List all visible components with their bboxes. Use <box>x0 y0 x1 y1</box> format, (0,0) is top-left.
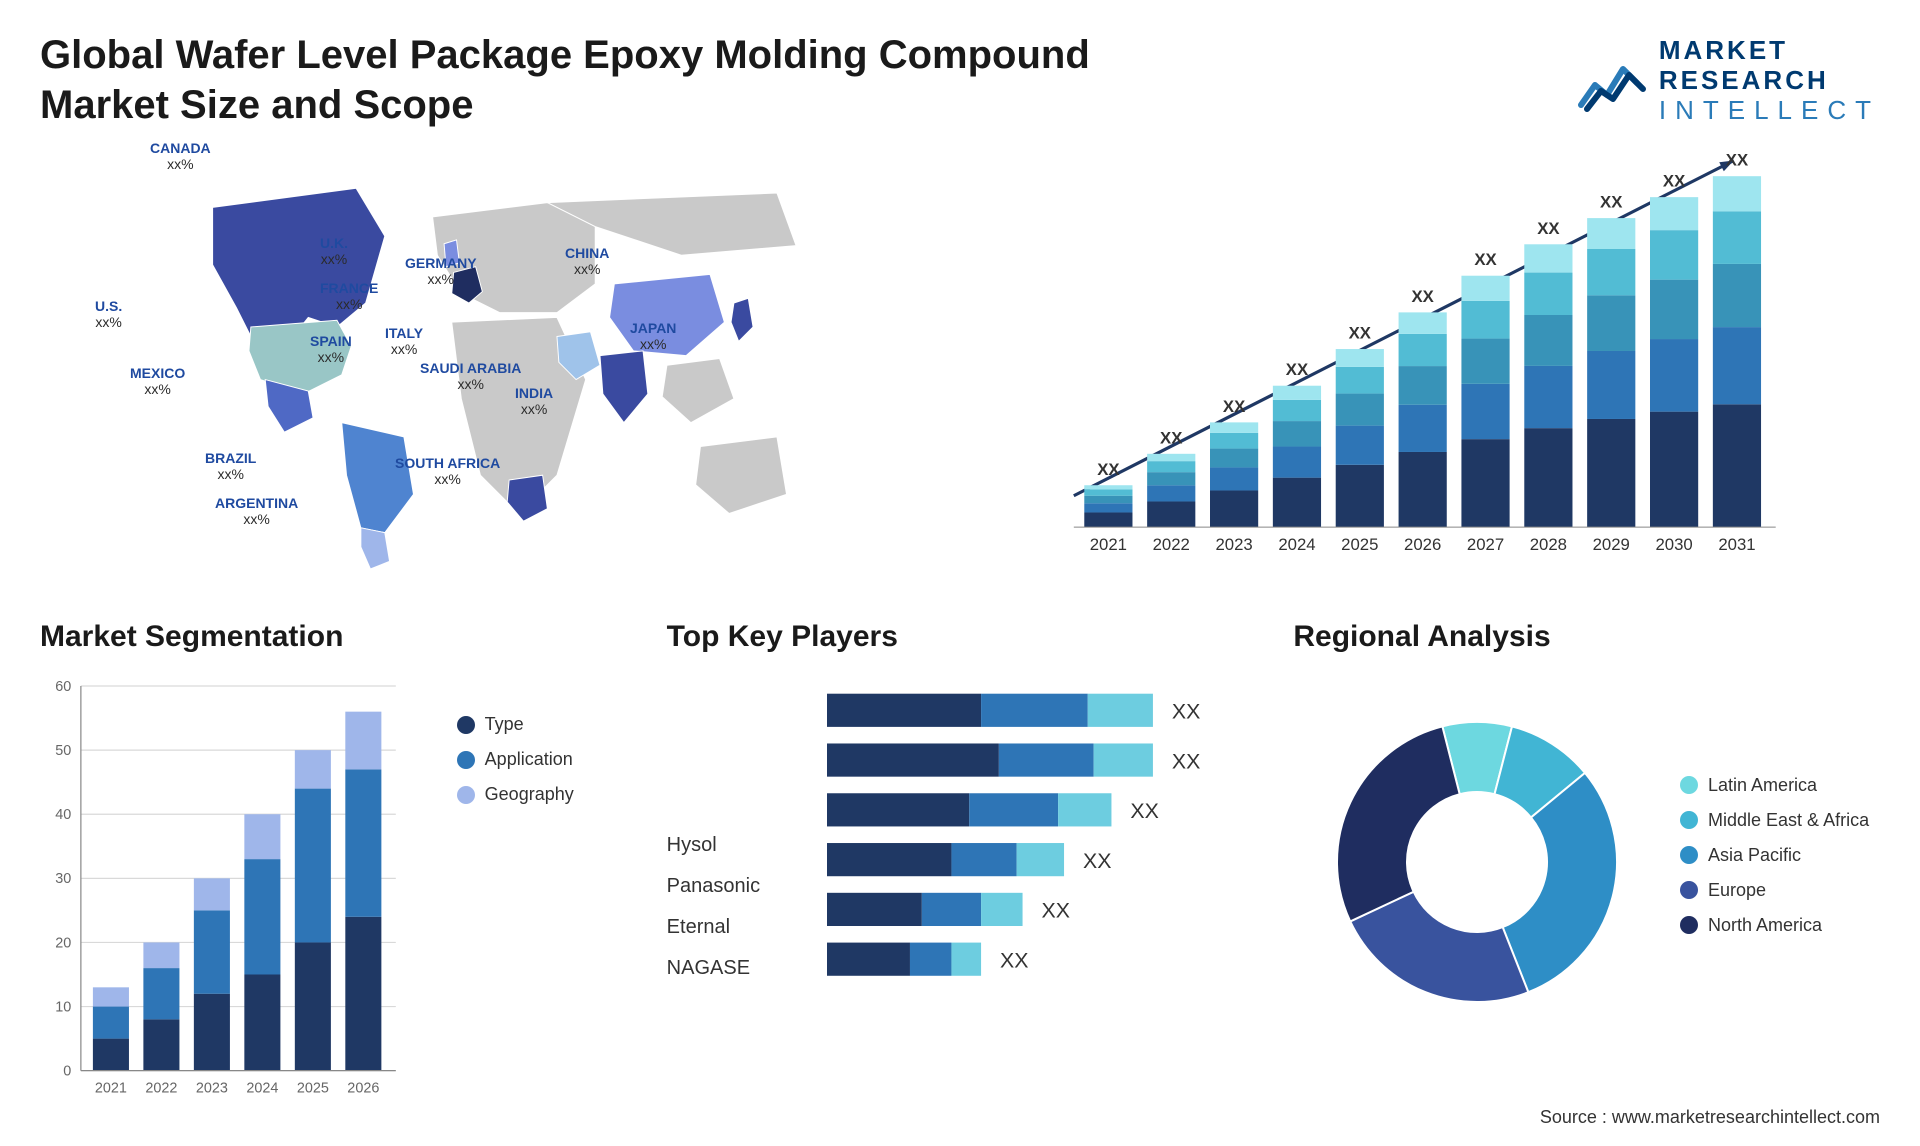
svg-text:XX: XX <box>1083 849 1111 873</box>
logo-line-1: MARKET <box>1659 36 1880 66</box>
svg-text:2023: 2023 <box>1215 535 1252 554</box>
logo-line-3: INTELLECT <box>1659 96 1880 126</box>
logo-text: MARKET RESEARCH INTELLECT <box>1659 36 1880 126</box>
svg-text:2026: 2026 <box>347 1080 379 1096</box>
segmentation-panel: Market Segmentation 01020304050602021202… <box>40 620 627 1050</box>
svg-text:XX: XX <box>1172 749 1200 773</box>
svg-text:XX: XX <box>1474 250 1497 269</box>
world-map-panel: CANADAxx%U.S.xx%MEXICOxx%BRAZILxx%ARGENT… <box>40 150 940 590</box>
svg-text:2030: 2030 <box>1655 535 1692 554</box>
map-label-italy: ITALYxx% <box>385 325 423 357</box>
svg-text:2024: 2024 <box>1278 535 1315 554</box>
segmentation-legend: Type Application Geography <box>457 674 627 819</box>
svg-text:2021: 2021 <box>95 1080 127 1096</box>
top-row: CANADAxx%U.S.xx%MEXICOxx%BRAZILxx%ARGENT… <box>40 150 1880 590</box>
svg-text:XX: XX <box>1600 193 1623 212</box>
svg-text:0: 0 <box>63 1063 71 1079</box>
regional-legend: Latin America Middle East & Africa Asia Pa… <box>1680 775 1880 950</box>
segmentation-content: 0 10 20 30 40 50 60 2021 2022 2023 2024 2025 2026 Ty… <box>40 674 627 1107</box>
map-label-brazil: BRAZILxx% <box>205 450 256 482</box>
segmentation-title: Market Segmentation <box>40 620 627 654</box>
map-label-mexico: MEXICOxx% <box>130 365 185 397</box>
svg-text:2027: 2027 <box>1467 535 1504 554</box>
players-title: Top Key Players <box>667 620 1254 654</box>
svg-text:XX: XX <box>1130 799 1158 823</box>
map-label-saudi-arabia: SAUDI ARABIAxx% <box>420 360 521 392</box>
page-title: Global Wafer Level Package Epoxy Molding… <box>40 30 1090 130</box>
region-legend-middle-east-africa: Middle East & Africa <box>1680 810 1880 831</box>
svg-text:2031: 2031 <box>1718 535 1755 554</box>
svg-text:10: 10 <box>55 999 71 1015</box>
header: Global Wafer Level Package Epoxy Molding… <box>40 30 1880 130</box>
map-label-germany: GERMANYxx% <box>405 255 477 287</box>
seg-legend-geography: Geography <box>457 784 627 805</box>
svg-text:40: 40 <box>55 807 71 823</box>
svg-text:50: 50 <box>55 743 71 759</box>
svg-text:20: 20 <box>55 935 71 951</box>
svg-text:XX: XX <box>1411 287 1434 306</box>
svg-text:2029: 2029 <box>1593 535 1630 554</box>
players-names: Hysol Panasonic Eternal NAGASE <box>667 674 807 1050</box>
svg-text:30: 30 <box>55 871 71 887</box>
map-label-south-africa: SOUTH AFRICAxx% <box>395 455 500 487</box>
region-legend-asia-pacific: Asia Pacific <box>1680 845 1880 866</box>
svg-text:2022: 2022 <box>1153 535 1190 554</box>
svg-text:XX: XX <box>1349 324 1372 343</box>
region-legend-latin-america: Latin America <box>1680 775 1880 796</box>
map-label-france: FRANCExx% <box>320 280 378 312</box>
player-panasonic: Panasonic <box>667 875 807 898</box>
player-nagase: NAGASE <box>667 957 807 980</box>
svg-text:XX: XX <box>1726 151 1749 170</box>
map-label-canada: CANADAxx% <box>150 140 211 172</box>
svg-text:XX: XX <box>1000 948 1028 972</box>
player-hysol: Hysol <box>667 834 807 857</box>
regional-content: Latin America Middle East & Africa Asia Pa… <box>1293 674 1880 1050</box>
regional-title: Regional Analysis <box>1293 620 1880 654</box>
svg-text:XX: XX <box>1286 360 1309 379</box>
svg-text:2026: 2026 <box>1404 535 1441 554</box>
svg-text:2028: 2028 <box>1530 535 1567 554</box>
map-label-argentina: ARGENTINAxx% <box>215 495 298 527</box>
growth-chart: XX 2021 XX 2022 XX 2023 XX 2024 XX 2025 XX 2026 XX 20… <box>980 150 1880 590</box>
map-label-spain: SPAINxx% <box>310 333 352 365</box>
svg-text:2022: 2022 <box>145 1080 177 1096</box>
seg-legend-type: Type <box>457 714 627 735</box>
svg-text:XX: XX <box>1041 899 1069 923</box>
player-eternal: Eternal <box>667 916 807 939</box>
svg-text:XX: XX <box>1172 700 1200 724</box>
region-legend-north-america: North America <box>1680 915 1880 936</box>
svg-text:2021: 2021 <box>1090 535 1127 554</box>
logo-line-2: RESEARCH <box>1659 66 1880 96</box>
svg-text:XX: XX <box>1160 428 1183 447</box>
players-content: Hysol Panasonic Eternal NAGASE XX XX XX XX XX XX <box>667 674 1254 1050</box>
logo: MARKET RESEARCH INTELLECT <box>1577 36 1880 126</box>
svg-text:60: 60 <box>55 679 71 695</box>
svg-text:XX: XX <box>1537 219 1560 238</box>
players-chart: XX XX XX XX XX XX <box>827 674 1254 1050</box>
svg-text:2025: 2025 <box>1341 535 1378 554</box>
svg-text:XX: XX <box>1223 397 1246 416</box>
svg-text:XX: XX <box>1097 460 1120 479</box>
bottom-row: Market Segmentation 01020304050602021202… <box>40 620 1880 1050</box>
regional-donut <box>1327 712 1627 1012</box>
regional-panel: Regional Analysis Latin America Middle Ea… <box>1293 620 1880 1050</box>
map-label-japan: JAPANxx% <box>630 320 676 352</box>
map-label-u.k.: U.K.xx% <box>320 235 348 267</box>
svg-text:2024: 2024 <box>246 1080 278 1096</box>
logo-mark <box>1577 49 1647 113</box>
segmentation-chart: 0 10 20 30 40 50 60 2021 2022 2023 2024 2025 2026 <box>40 674 437 1107</box>
source-text: Source : www.marketresearchintellect.com <box>1540 1107 1880 1128</box>
svg-text:2025: 2025 <box>297 1080 329 1096</box>
map-label-u.s.: U.S.xx% <box>95 298 122 330</box>
players-panel: Top Key Players Hysol Panasonic Eternal NAG… <box>667 620 1254 1050</box>
seg-legend-application: Application <box>457 749 627 770</box>
region-legend-europe: Europe <box>1680 880 1880 901</box>
map-label-china: CHINAxx% <box>565 245 609 277</box>
map-label-india: INDIAxx% <box>515 385 553 417</box>
svg-text:XX: XX <box>1663 172 1686 191</box>
growth-chart-panel: XX 2021 XX 2022 XX 2023 XX 2024 XX 2025 XX 2026 XX 20… <box>980 150 1880 590</box>
svg-text:2023: 2023 <box>196 1080 228 1096</box>
